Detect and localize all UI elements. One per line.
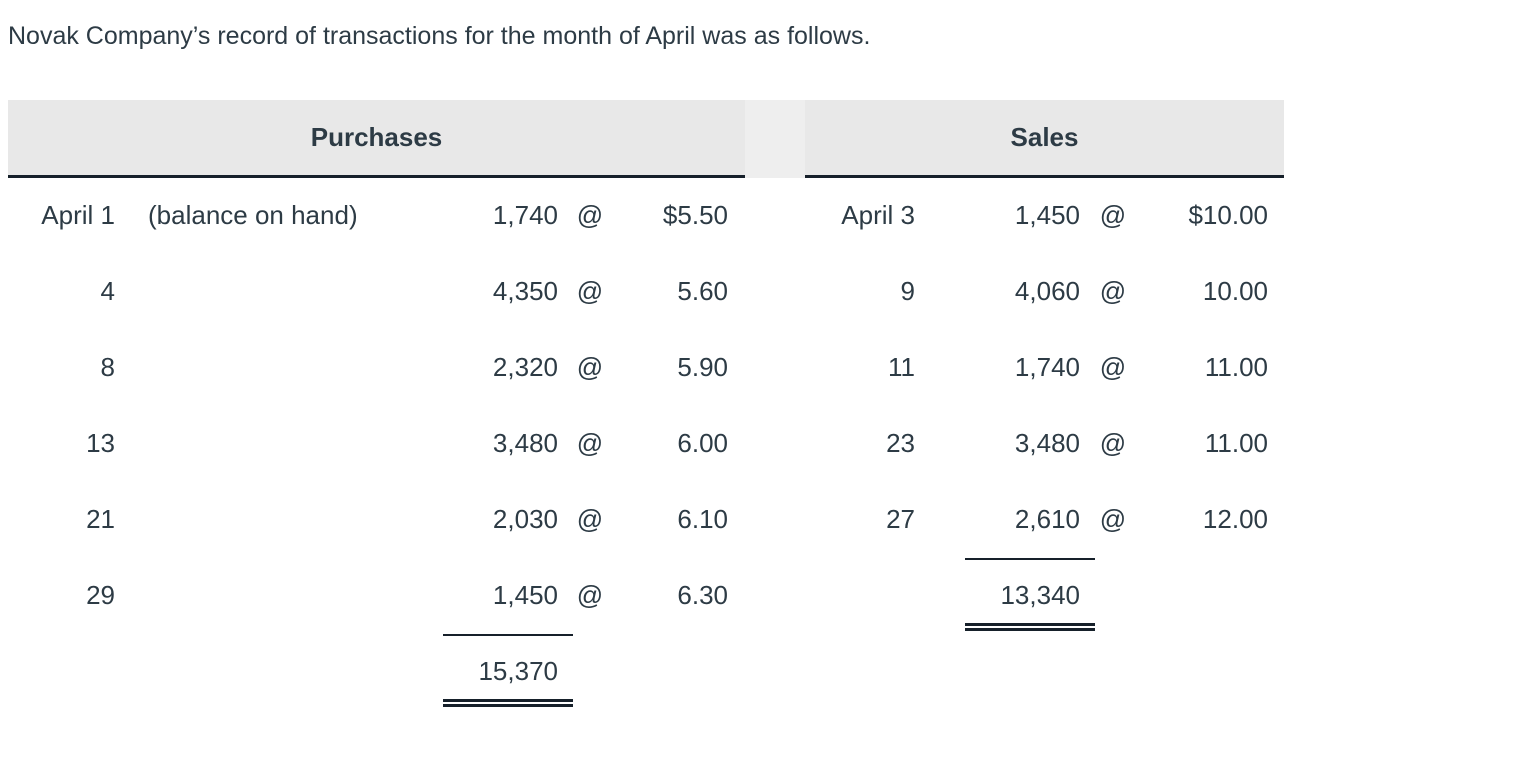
sale-row: 27 2,610 @ 12.00 [805,482,1284,558]
at-symbol: @ [576,504,604,534]
sale-date: 9 [900,276,915,306]
sale-row: 9 4,060 @ 10.00 [805,254,1284,330]
purchase-qty: 2,320 [492,352,558,382]
sales-section: April 3 1,450 @ $10.00 9 4,060 @ 10.00 1… [805,178,1284,631]
sale-qty: 4,060 [1014,276,1080,306]
purchase-row: 8 2,320 @ 5.90 [8,330,745,406]
sale-row: 11 1,740 @ 11.00 [805,330,1284,406]
at-symbol: @ [576,428,604,458]
purchase-price: 5.60 [677,276,728,306]
sale-date: 27 [886,504,915,534]
purchase-date: 4 [100,276,115,306]
sale-price: 10.00 [1202,276,1268,306]
table-header-band: Purchases Sales [8,99,1284,178]
worksheet: Novak Company’s record of transactions f… [8,22,1284,707]
purchase-date: 8 [100,352,115,382]
at-symbol: @ [576,200,604,230]
purchase-row: 29 1,450 @ 6.30 [8,558,745,634]
sale-price: 11.00 [1204,428,1268,458]
purchases-section: April 1 (balance on hand) 1,740 @ $5.50 … [8,178,745,707]
purchase-row: 21 2,030 @ 6.10 [8,482,745,558]
sale-date: 11 [888,352,915,382]
sale-price: $10.00 [1188,200,1268,230]
at-symbol: @ [1099,200,1127,230]
purchase-qty: 1,740 [492,200,558,230]
purchase-date: April 1 [41,200,115,230]
purchase-note: (balance on hand) [148,200,358,230]
sale-row: April 3 1,450 @ $10.00 [805,178,1284,254]
transactions-table: Purchases Sales April 1 (balance on hand… [8,99,1284,707]
purchase-row: 13 3,480 @ 6.00 [8,406,745,482]
at-symbol: @ [576,352,604,382]
at-symbol: @ [1099,352,1127,382]
sale-date: April 3 [841,200,915,230]
sale-qty: 2,610 [1014,504,1080,534]
sales-header: Sales [805,100,1284,178]
purchases-total-row: 15,370 [8,633,745,707]
intro-text: Novak Company’s record of transactions f… [8,22,871,50]
table-body: April 1 (balance on hand) 1,740 @ $5.50 … [8,178,1284,707]
sales-total: 13,340 [965,557,1095,631]
at-symbol: @ [1099,504,1127,534]
purchase-date: 29 [86,580,115,610]
purchase-price: 6.00 [677,428,728,458]
purchase-date: 13 [86,428,115,458]
at-symbol: @ [576,580,604,610]
purchase-qty: 4,350 [492,276,558,306]
sale-qty: 3,480 [1014,428,1080,458]
sale-row: 23 3,480 @ 11.00 [805,406,1284,482]
purchase-row: April 1 (balance on hand) 1,740 @ $5.50 [8,178,745,254]
sale-qty: 1,450 [1014,200,1080,230]
sale-price: 12.00 [1202,504,1268,534]
purchase-date: 21 [86,504,115,534]
purchase-price: 6.30 [677,580,728,610]
purchases-total: 15,370 [443,633,573,707]
sale-price: 11.00 [1204,352,1268,382]
purchase-qty: 2,030 [492,504,558,534]
purchase-price: $5.50 [662,200,728,230]
purchases-header: Purchases [8,100,745,178]
purchase-qty: 3,480 [492,428,558,458]
at-symbol: @ [1099,276,1127,306]
purchase-price: 5.90 [677,352,728,382]
purchase-row: 4 4,350 @ 5.60 [8,254,745,330]
at-symbol: @ [1099,428,1127,458]
purchase-price: 6.10 [677,504,728,534]
header-gap [745,99,805,178]
at-symbol: @ [576,276,604,306]
sale-date: 23 [886,428,915,458]
sales-total-row: 13,340 [805,557,1284,631]
sale-qty: 1,740 [1014,352,1080,382]
purchase-qty: 1,450 [492,580,558,610]
